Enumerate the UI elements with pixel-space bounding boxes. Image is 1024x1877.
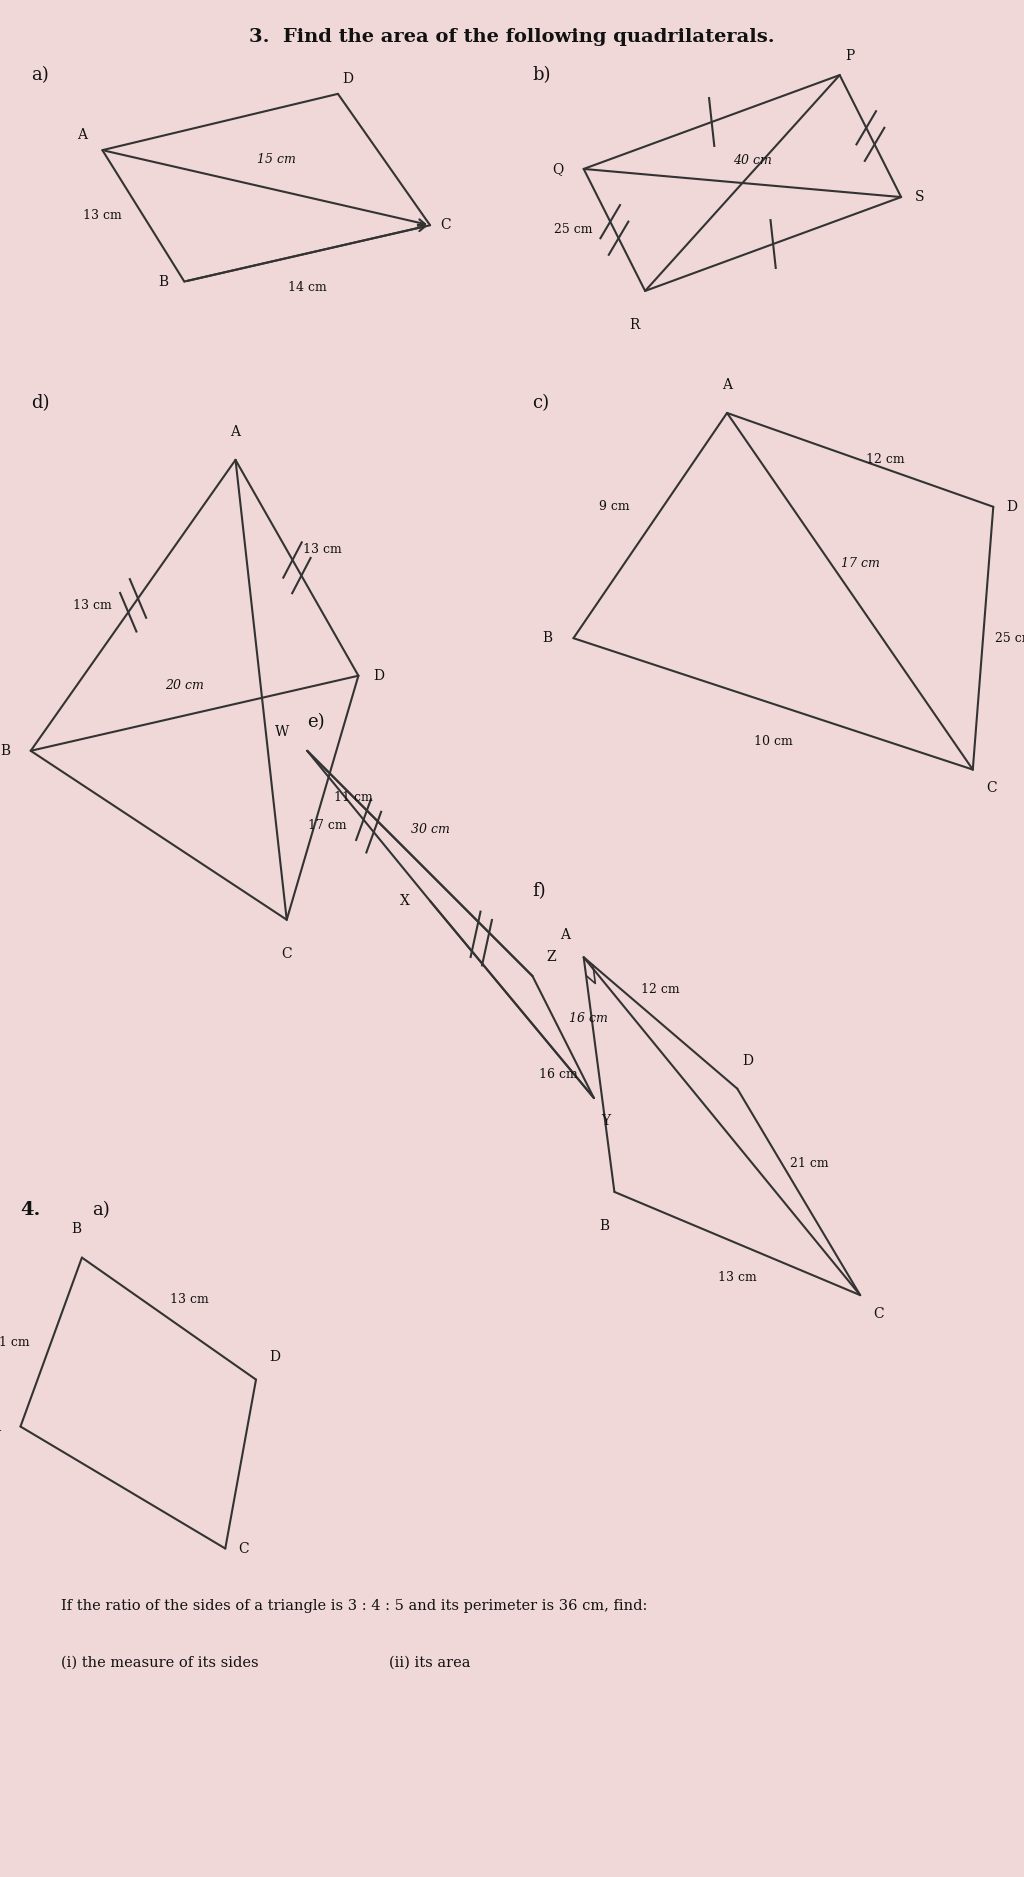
Text: B: B bbox=[599, 1218, 609, 1233]
Text: A: A bbox=[560, 927, 570, 942]
Text: 13 cm: 13 cm bbox=[718, 1271, 757, 1284]
Text: D: D bbox=[742, 1053, 753, 1068]
Text: B: B bbox=[543, 631, 553, 646]
Text: 40 cm: 40 cm bbox=[733, 154, 772, 167]
Text: d): d) bbox=[31, 394, 49, 413]
Text: 17 cm: 17 cm bbox=[841, 557, 880, 569]
Text: f): f) bbox=[532, 882, 546, 901]
Text: 12 cm: 12 cm bbox=[866, 454, 905, 465]
Text: C: C bbox=[440, 218, 451, 233]
Text: D: D bbox=[374, 668, 384, 683]
Text: 13 cm: 13 cm bbox=[83, 210, 122, 221]
Text: 14 cm: 14 cm bbox=[288, 282, 327, 293]
Text: R: R bbox=[630, 317, 640, 332]
Text: e): e) bbox=[307, 713, 325, 732]
Text: 13 cm: 13 cm bbox=[170, 1293, 209, 1306]
Text: 17 cm: 17 cm bbox=[308, 820, 347, 832]
Text: A: A bbox=[722, 377, 732, 392]
Text: Q: Q bbox=[553, 161, 563, 176]
Text: Y: Y bbox=[602, 1113, 610, 1128]
Text: 11 cm: 11 cm bbox=[334, 792, 373, 803]
Text: C: C bbox=[986, 781, 996, 796]
Text: A: A bbox=[230, 424, 241, 439]
Text: Z: Z bbox=[546, 950, 556, 965]
Text: 16 cm: 16 cm bbox=[569, 1012, 608, 1025]
Text: 16 cm: 16 cm bbox=[539, 1068, 578, 1081]
Text: X: X bbox=[399, 893, 410, 908]
Text: C: C bbox=[873, 1306, 884, 1321]
Text: B: B bbox=[159, 274, 169, 289]
Text: 25 cm: 25 cm bbox=[994, 633, 1024, 644]
Text: a): a) bbox=[31, 66, 48, 84]
Text: 3.  Find the area of the following quadrilaterals.: 3. Find the area of the following quadri… bbox=[249, 28, 775, 47]
Text: C: C bbox=[282, 946, 292, 961]
Text: 9 cm: 9 cm bbox=[599, 501, 630, 512]
Text: D: D bbox=[1007, 499, 1017, 514]
Text: c): c) bbox=[532, 394, 550, 413]
Text: W: W bbox=[274, 725, 289, 740]
Text: If the ratio of the sides of a triangle is 3 : 4 : 5 and its perimeter is 36 cm,: If the ratio of the sides of a triangle … bbox=[61, 1599, 648, 1612]
Text: 13 cm: 13 cm bbox=[73, 599, 112, 612]
Text: 4.: 4. bbox=[20, 1201, 41, 1220]
Text: 20 cm: 20 cm bbox=[165, 679, 204, 691]
Text: a): a) bbox=[92, 1201, 110, 1220]
Text: (i) the measure of its sides: (i) the measure of its sides bbox=[61, 1656, 259, 1669]
Text: 10 cm: 10 cm bbox=[754, 736, 793, 747]
Text: S: S bbox=[914, 190, 925, 205]
Text: D: D bbox=[269, 1350, 280, 1365]
Text: 21 cm: 21 cm bbox=[0, 1336, 30, 1348]
Text: C: C bbox=[239, 1541, 249, 1556]
Text: 15 cm: 15 cm bbox=[257, 154, 296, 165]
Text: 25 cm: 25 cm bbox=[554, 223, 593, 237]
Text: P: P bbox=[845, 49, 855, 64]
Text: B: B bbox=[72, 1222, 82, 1237]
Text: 12 cm: 12 cm bbox=[641, 984, 680, 995]
Text: 30 cm: 30 cm bbox=[411, 824, 450, 835]
Text: b): b) bbox=[532, 66, 551, 84]
Text: 21 cm: 21 cm bbox=[790, 1158, 828, 1169]
Text: (ii) its area: (ii) its area bbox=[389, 1656, 471, 1669]
Text: A: A bbox=[77, 128, 87, 143]
Text: 13 cm: 13 cm bbox=[303, 542, 342, 556]
Text: D: D bbox=[343, 71, 353, 86]
Text: B: B bbox=[0, 743, 10, 758]
